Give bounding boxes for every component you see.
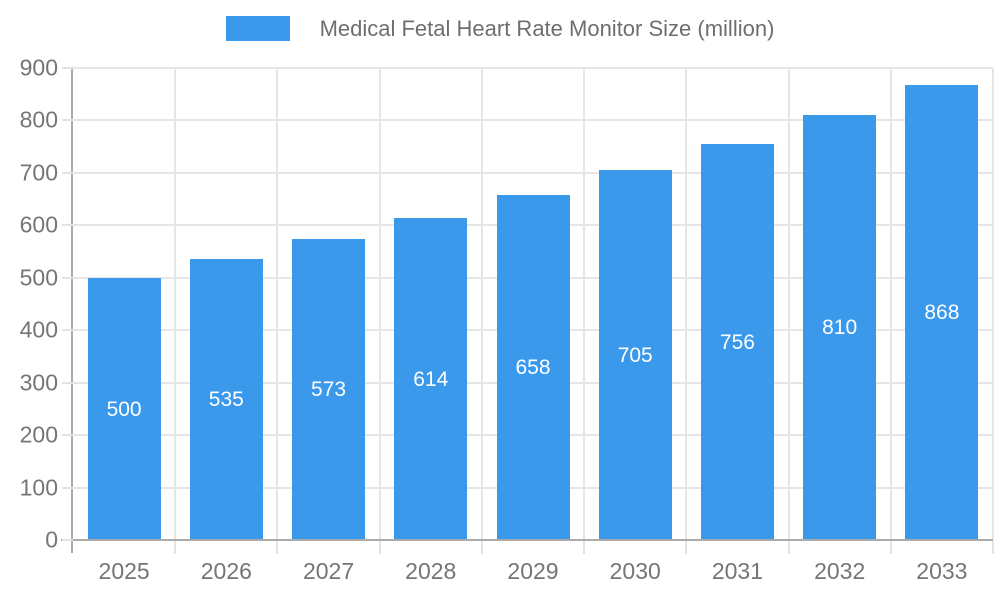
- gridline: [276, 68, 279, 540]
- y-axis-tick: [62, 67, 73, 69]
- y-axis-tick: [62, 381, 73, 384]
- y-axis-tick-label: 700: [19, 159, 58, 186]
- x-axis-tick-label: 2033: [916, 558, 968, 584]
- gridline: [73, 119, 993, 122]
- x-axis-tick: [992, 541, 994, 554]
- x-axis-tick-label: 2028: [405, 558, 457, 584]
- x-axis-tick-label: 2032: [814, 558, 866, 584]
- bar-value-label: 614: [413, 367, 449, 391]
- bar[interactable]: 535: [189, 259, 263, 540]
- bar-value-label: 868: [924, 301, 960, 324]
- y-axis-tick-label: 200: [19, 421, 58, 448]
- legend-swatch-icon: [225, 16, 290, 41]
- gridline: [73, 171, 993, 174]
- x-axis-tick: [174, 541, 177, 554]
- x-axis-tick: [480, 541, 483, 554]
- legend-label: Medical Fetal Heart Rate Monitor Size (m…: [319, 16, 775, 41]
- legend[interactable]: Medical Fetal Heart Rate Monitor Size (m…: [0, 16, 1000, 41]
- x-axis-line: [61, 539, 993, 541]
- bar[interactable]: 573: [292, 239, 366, 540]
- bar-value-label: 500: [106, 397, 142, 421]
- x-axis-tick: [787, 541, 790, 554]
- y-axis-tick: [62, 224, 73, 227]
- y-axis-tick-label: 400: [19, 316, 58, 343]
- gridline: [73, 67, 993, 69]
- gridline: [685, 68, 688, 540]
- y-axis-tick-label: 100: [19, 474, 58, 501]
- bar-value-label: 573: [311, 378, 347, 401]
- y-axis-tick-label: 800: [19, 106, 58, 133]
- x-axis-tick: [583, 541, 586, 554]
- gridline: [480, 68, 483, 540]
- bar[interactable]: 614: [394, 218, 468, 540]
- gridline: [787, 68, 790, 540]
- gridline: [174, 68, 177, 540]
- bar-value-label: 810: [822, 316, 858, 339]
- bar[interactable]: 756: [700, 144, 774, 540]
- x-axis-tick: [685, 541, 688, 554]
- gridline: [992, 68, 994, 540]
- gridline: [378, 68, 381, 540]
- bar-value-label: 756: [719, 330, 755, 354]
- bar[interactable]: 658: [496, 195, 570, 540]
- y-axis-tick-label: 900: [19, 54, 58, 81]
- x-axis-tick-label: 2029: [507, 558, 559, 584]
- y-axis-tick: [62, 434, 73, 437]
- bar[interactable]: 810: [803, 115, 877, 540]
- y-axis-tick: [62, 329, 73, 332]
- y-axis-tick: [62, 486, 73, 489]
- x-axis-tick: [889, 541, 892, 554]
- x-axis-tick-label: 2025: [98, 558, 150, 584]
- bar-value-label: 535: [208, 388, 244, 411]
- y-axis-tick-label: 500: [19, 264, 58, 291]
- gridline: [583, 68, 586, 540]
- bar-value-label: 658: [515, 356, 551, 379]
- x-axis-tick-label: 2026: [200, 558, 252, 584]
- y-axis-tick: [62, 539, 73, 541]
- y-axis-tick: [62, 119, 73, 122]
- x-axis-tick-label: 2031: [711, 558, 764, 584]
- plot-area: 500 535 573 614 658 705 756 810 868: [73, 67, 994, 540]
- x-axis-tick-label: 2027: [302, 558, 355, 584]
- x-axis-tick: [276, 541, 279, 554]
- bar[interactable]: 705: [598, 170, 672, 540]
- bar[interactable]: 500: [87, 278, 161, 540]
- gridline: [889, 68, 892, 540]
- y-axis-tick: [62, 276, 73, 279]
- bar[interactable]: 868: [905, 85, 979, 540]
- bar-value-label: 705: [617, 343, 653, 367]
- y-axis-tick: [62, 171, 73, 174]
- y-axis-tick-label: 0: [45, 526, 58, 553]
- x-axis-tick-label: 2030: [609, 558, 661, 584]
- x-axis-tick: [378, 541, 381, 554]
- y-axis-tick-label: 600: [19, 211, 58, 238]
- y-axis-tick-label: 300: [19, 369, 58, 396]
- y-axis-line: [71, 68, 73, 553]
